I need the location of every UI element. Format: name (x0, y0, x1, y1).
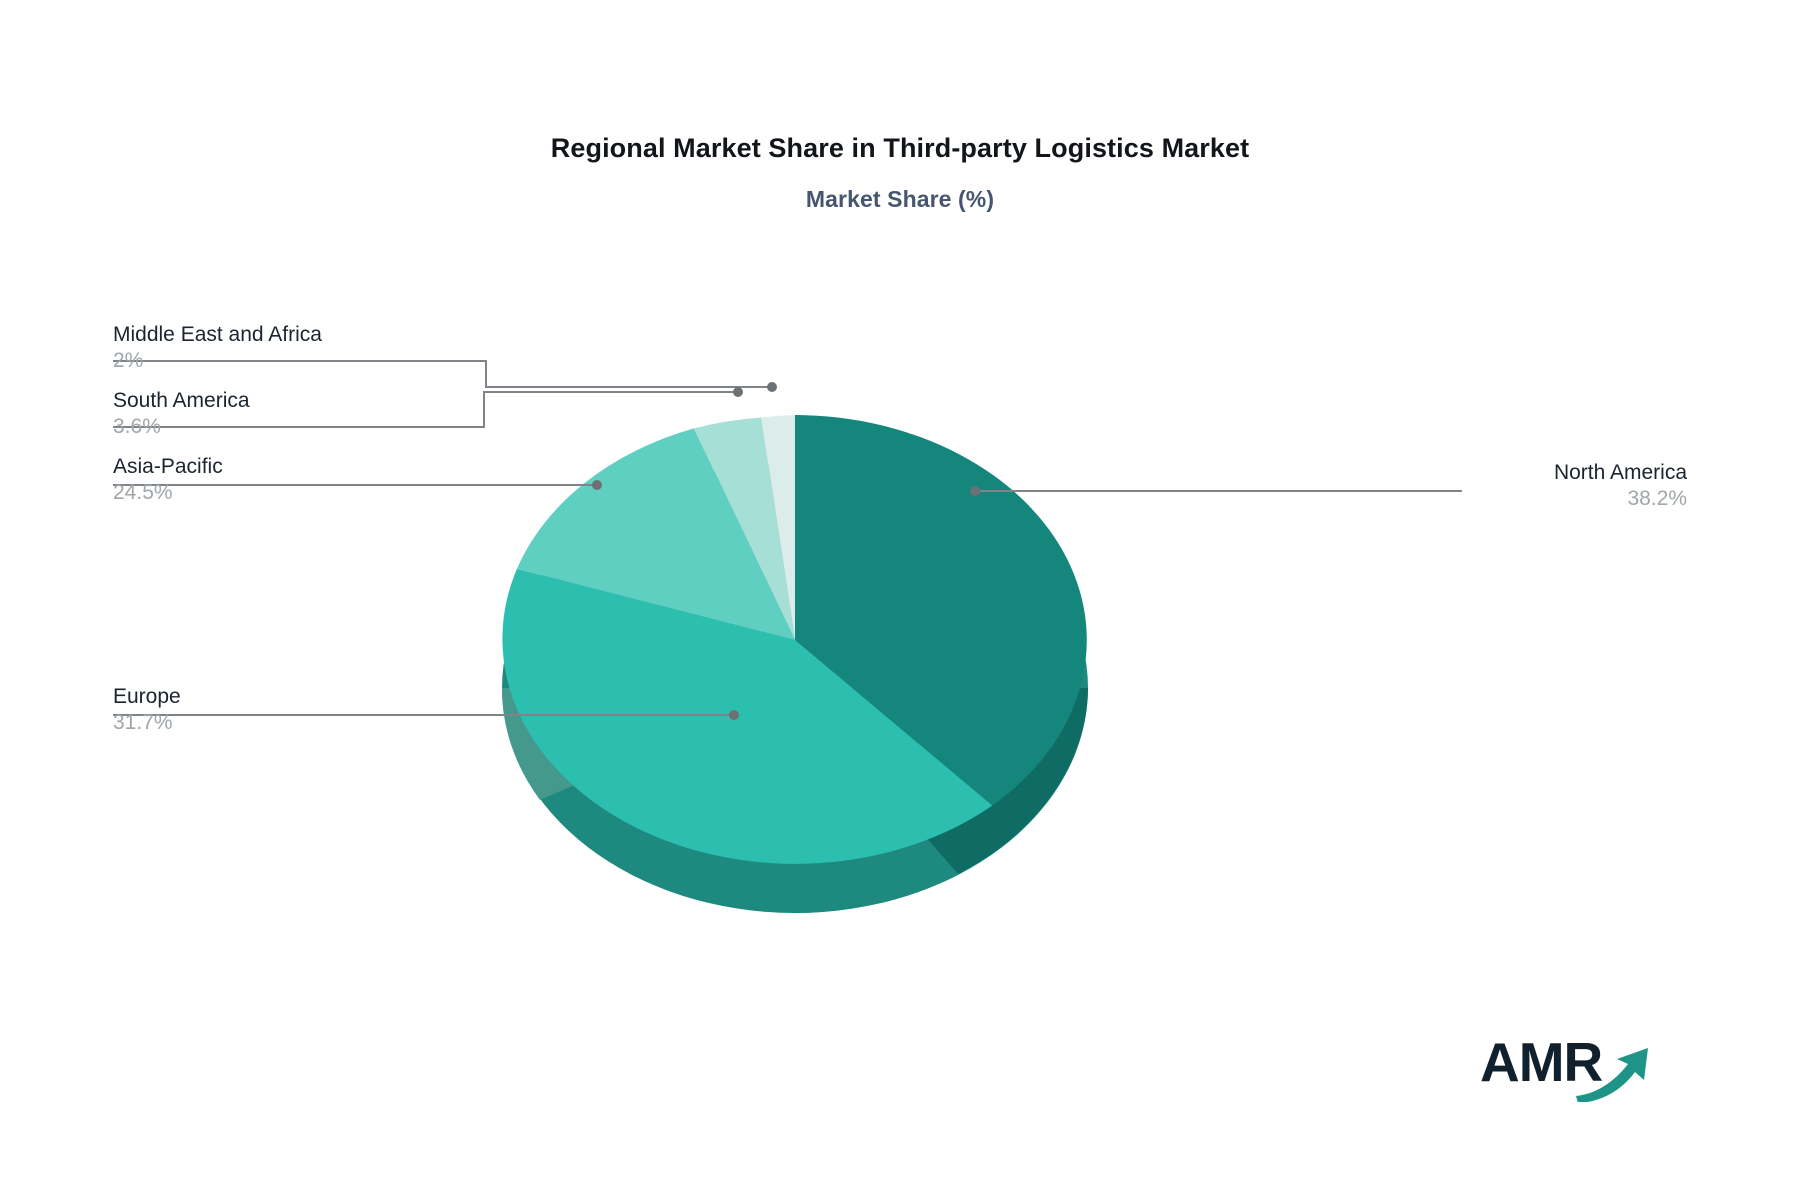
pie-slice-middle-east-and-africa[interactable] (761, 415, 795, 640)
leader-dot-europe (729, 710, 739, 720)
chart-subtitle: Market Share (%) (805, 186, 995, 212)
label-asia-pacific: Asia-Pacific 24.5% (113, 454, 223, 506)
leader-lines (113, 360, 1462, 720)
label-middle-east-and-africa: Middle East and Africa 2% (113, 322, 322, 374)
leader-dot-asia-pacific (592, 480, 602, 490)
label-name-middle-east-and-africa: Middle East and Africa (113, 323, 322, 346)
label-name-europe: Europe (113, 685, 181, 708)
label-south-america: South America 3.6% (113, 388, 250, 440)
label-value-north-america: 38.2% (1627, 487, 1687, 510)
label-value-middle-east-and-africa: 2% (113, 349, 144, 372)
amr-logo: AMR (1480, 1031, 1648, 1102)
pie-top-face (502, 415, 1087, 864)
leader-dot-middle-east-and-africa (767, 382, 777, 392)
pie-slice-south-america[interactable] (693, 417, 795, 640)
pie-slice-asia-pacific[interactable] (516, 428, 795, 640)
label-value-south-america: 3.6% (113, 415, 161, 438)
chart-title: Regional Market Share in Third-party Log… (550, 133, 1250, 163)
label-value-asia-pacific: 24.5% (113, 481, 173, 504)
leader-dot-south-america (733, 387, 743, 397)
pie-slice-europe[interactable] (502, 568, 993, 864)
amr-logo-text: AMR (1480, 1031, 1603, 1093)
leader-line-middle-east-and-africa (113, 360, 772, 388)
label-name-asia-pacific: Asia-Pacific (113, 455, 223, 478)
label-value-europe: 31.7% (113, 711, 173, 734)
label-name-north-america: North America (1553, 461, 1687, 484)
label-north-america: North America 38.2% (1554, 460, 1687, 512)
label-name-south-america: South America (113, 389, 250, 412)
pie-slice-north-america[interactable] (795, 415, 1087, 806)
leader-dot-north-america (970, 486, 980, 496)
amr-growth-arrow-icon (1576, 1048, 1648, 1102)
label-europe: Europe 31.7% (113, 684, 181, 736)
leader-line-south-america (113, 391, 738, 428)
